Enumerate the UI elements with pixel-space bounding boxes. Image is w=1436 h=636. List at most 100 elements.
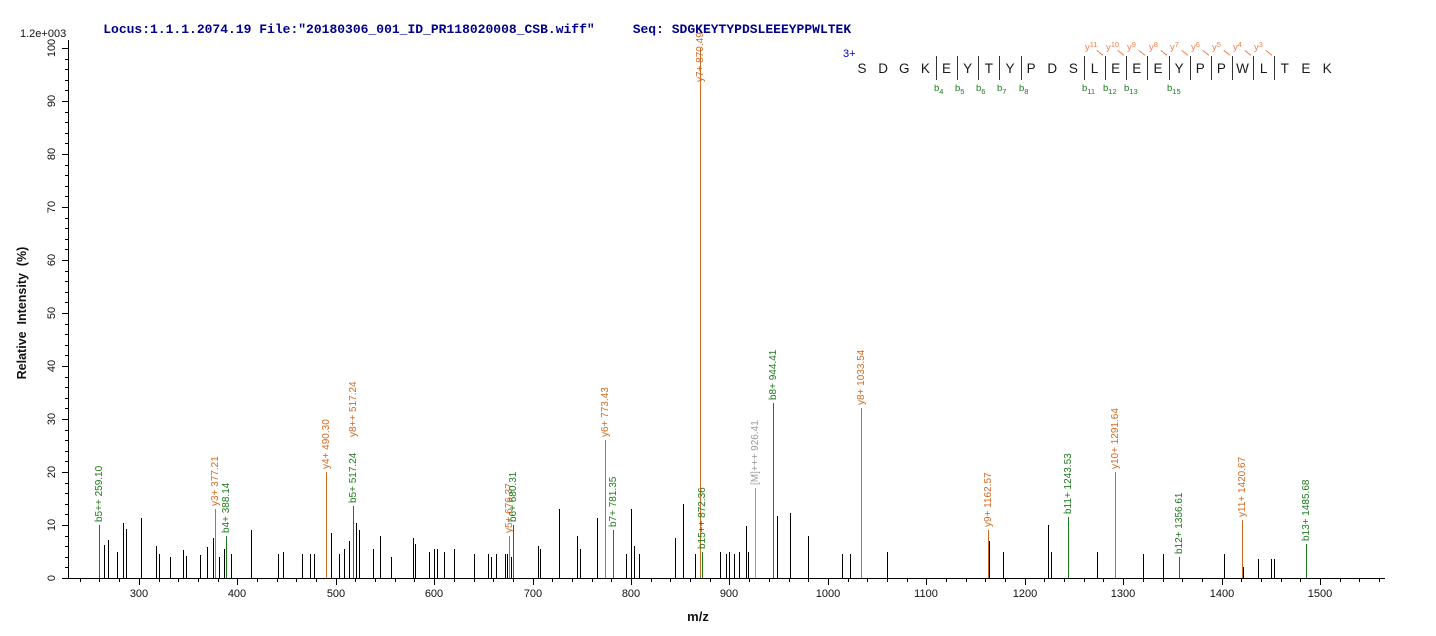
peak bbox=[729, 552, 730, 578]
fragmentation-bar bbox=[1105, 56, 1106, 80]
x-minor-tick bbox=[1241, 579, 1242, 582]
peak-label: b12+ 1356.61 bbox=[1174, 492, 1185, 554]
y-minor-tick bbox=[65, 186, 68, 187]
fragmentation-bar bbox=[1190, 56, 1191, 80]
fragmentation-bar bbox=[1147, 56, 1148, 80]
b-ion-label: b4 bbox=[934, 83, 944, 96]
peak bbox=[726, 554, 727, 578]
peak-label: y8++ 517.24 bbox=[348, 381, 359, 437]
annotation-residue: D bbox=[878, 61, 888, 76]
y-minor-tick bbox=[65, 302, 68, 303]
peak bbox=[373, 549, 374, 578]
y-ion-label: y4 bbox=[1233, 40, 1242, 53]
y-major-tick bbox=[62, 472, 68, 473]
x-minor-tick bbox=[651, 579, 652, 582]
peak-label: y3+ 377.21 bbox=[210, 456, 221, 506]
peak bbox=[283, 552, 284, 578]
peak bbox=[580, 549, 581, 578]
peak bbox=[634, 546, 635, 578]
peak bbox=[1097, 552, 1098, 578]
peak bbox=[1271, 559, 1272, 578]
peak-y-ion bbox=[861, 408, 862, 578]
y-minor-tick bbox=[65, 239, 68, 240]
y-ion-label: y7 bbox=[1170, 40, 1179, 53]
peak bbox=[331, 533, 332, 578]
y-tick-label: 80 bbox=[46, 147, 58, 161]
y-minor-tick bbox=[65, 271, 68, 272]
y-ion-connector bbox=[1181, 50, 1189, 56]
peak bbox=[231, 554, 232, 578]
peak bbox=[117, 552, 118, 578]
x-tick-label: 1000 bbox=[815, 588, 841, 600]
y-major-tick bbox=[62, 313, 68, 314]
x-minor-tick bbox=[355, 579, 356, 582]
y-major-tick bbox=[62, 154, 68, 155]
x-tick-label: 400 bbox=[227, 588, 247, 600]
peak bbox=[474, 554, 475, 578]
peak-b-ion bbox=[1306, 544, 1307, 578]
peak bbox=[842, 554, 843, 578]
x-minor-tick bbox=[1064, 579, 1065, 582]
peak bbox=[1003, 552, 1004, 578]
peak-b-ion bbox=[1068, 517, 1069, 578]
x-minor-tick bbox=[1103, 579, 1104, 582]
y-minor-tick bbox=[65, 387, 68, 388]
peak bbox=[1224, 554, 1225, 578]
x-major-tick bbox=[139, 579, 140, 585]
y-tick-label: 30 bbox=[46, 412, 58, 426]
y-tick-label: 60 bbox=[46, 253, 58, 267]
y-tick-label: 50 bbox=[46, 306, 58, 320]
header-bar: Locus:1.1.1.2074.19 File:"20180306_001_I… bbox=[72, 7, 851, 52]
x-minor-tick bbox=[474, 579, 475, 582]
x-minor-tick bbox=[198, 579, 199, 582]
y-minor-tick bbox=[65, 514, 68, 515]
y-ion-label: y9 bbox=[1127, 40, 1136, 53]
y-minor-tick bbox=[65, 122, 68, 123]
y-minor-tick bbox=[65, 281, 68, 282]
x-minor-tick bbox=[887, 579, 888, 582]
y-minor-tick bbox=[65, 408, 68, 409]
y-ion-label: y8 bbox=[1149, 40, 1158, 53]
x-major-tick bbox=[434, 579, 435, 585]
y-minor-tick bbox=[65, 567, 68, 568]
peak-y-ion bbox=[988, 530, 989, 578]
x-major-tick bbox=[1222, 579, 1223, 585]
x-minor-tick bbox=[395, 579, 396, 582]
peak-label: y6+ 773.43 bbox=[600, 387, 611, 437]
annotation-residue: T bbox=[1280, 61, 1289, 76]
x-minor-tick bbox=[966, 579, 967, 582]
y-minor-tick bbox=[65, 59, 68, 60]
y-minor-tick bbox=[65, 69, 68, 70]
x-minor-tick bbox=[178, 579, 179, 582]
x-tick-label: 600 bbox=[424, 588, 444, 600]
peak bbox=[577, 536, 578, 578]
y-ion-connector bbox=[1223, 50, 1231, 56]
x-tick-label: 1500 bbox=[1307, 588, 1333, 600]
fragmentation-bar bbox=[1126, 56, 1127, 80]
y-minor-tick bbox=[65, 536, 68, 537]
peak bbox=[159, 554, 160, 578]
fragmentation-bar bbox=[1232, 56, 1233, 80]
y-minor-tick bbox=[65, 175, 68, 176]
peak-y-ion bbox=[1115, 472, 1116, 578]
peak-label: [M]+++ 926.41 bbox=[750, 420, 761, 485]
peak bbox=[314, 554, 315, 578]
y-minor-tick bbox=[65, 355, 68, 356]
b-ion-label: b12 bbox=[1103, 83, 1117, 96]
peak-b-ion bbox=[226, 536, 227, 578]
peak bbox=[538, 546, 539, 578]
x-minor-tick bbox=[257, 579, 258, 582]
y-minor-tick bbox=[65, 133, 68, 134]
peak-b-ion bbox=[1179, 557, 1180, 578]
peak bbox=[219, 557, 220, 578]
x-minor-tick bbox=[710, 579, 711, 582]
annotation-residue: E bbox=[942, 61, 952, 76]
x-major-tick bbox=[533, 579, 534, 585]
annotation-residue: W bbox=[1236, 61, 1249, 76]
peak bbox=[496, 554, 497, 578]
x-minor-tick bbox=[1182, 579, 1183, 582]
peak bbox=[850, 554, 851, 578]
x-minor-tick bbox=[119, 579, 120, 582]
